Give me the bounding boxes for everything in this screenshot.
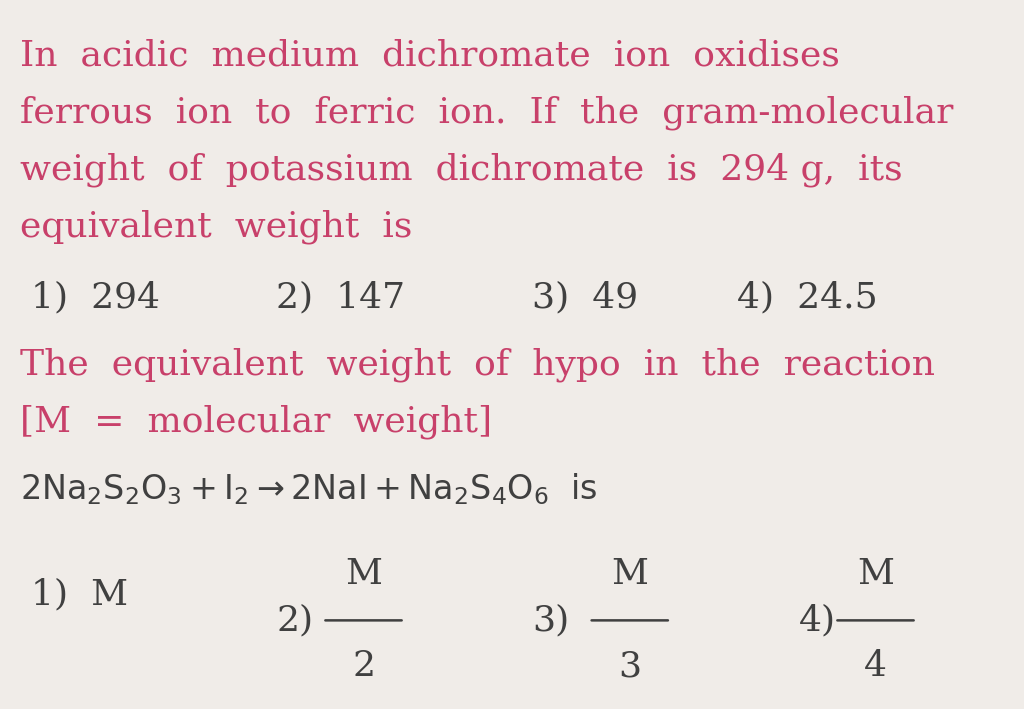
Text: In  acidic  medium  dichromate  ion  oxidises: In acidic medium dichromate ion oxidises [20,39,841,73]
Text: 2): 2) [276,603,313,637]
Text: The  equivalent  weight  of  hypo  in  the  reaction: The equivalent weight of hypo in the rea… [20,347,936,382]
Text: 2: 2 [352,649,375,683]
Text: 3: 3 [618,649,641,683]
Text: $2\mathrm{Na_2S_2O_3} + \mathrm{I_2} \rightarrow 2\mathrm{NaI} + \mathrm{Na_2S_4: $2\mathrm{Na_2S_2O_3} + \mathrm{I_2} \ri… [20,471,598,507]
Text: 4: 4 [864,649,887,683]
Text: 4): 4) [799,603,836,637]
Text: 3)  49: 3) 49 [532,280,639,314]
Text: M: M [345,557,382,591]
Text: ferrous  ion  to  ferric  ion.  If  the  gram-molecular: ferrous ion to ferric ion. If the gram-m… [20,96,953,130]
Text: M: M [857,557,894,591]
Text: M: M [611,557,648,591]
Text: 1)  294: 1) 294 [31,280,160,314]
Text: weight  of  potassium  dichromate  is  294 g,  its: weight of potassium dichromate is 294 g,… [20,152,903,187]
Text: 1)  M: 1) M [31,578,128,612]
Text: [M  =  molecular  weight]: [M = molecular weight] [20,404,493,439]
Text: equivalent  weight  is: equivalent weight is [20,209,413,244]
Text: 4)  24.5: 4) 24.5 [737,280,878,314]
Text: 3): 3) [532,603,569,637]
Text: 2)  147: 2) 147 [276,280,406,314]
